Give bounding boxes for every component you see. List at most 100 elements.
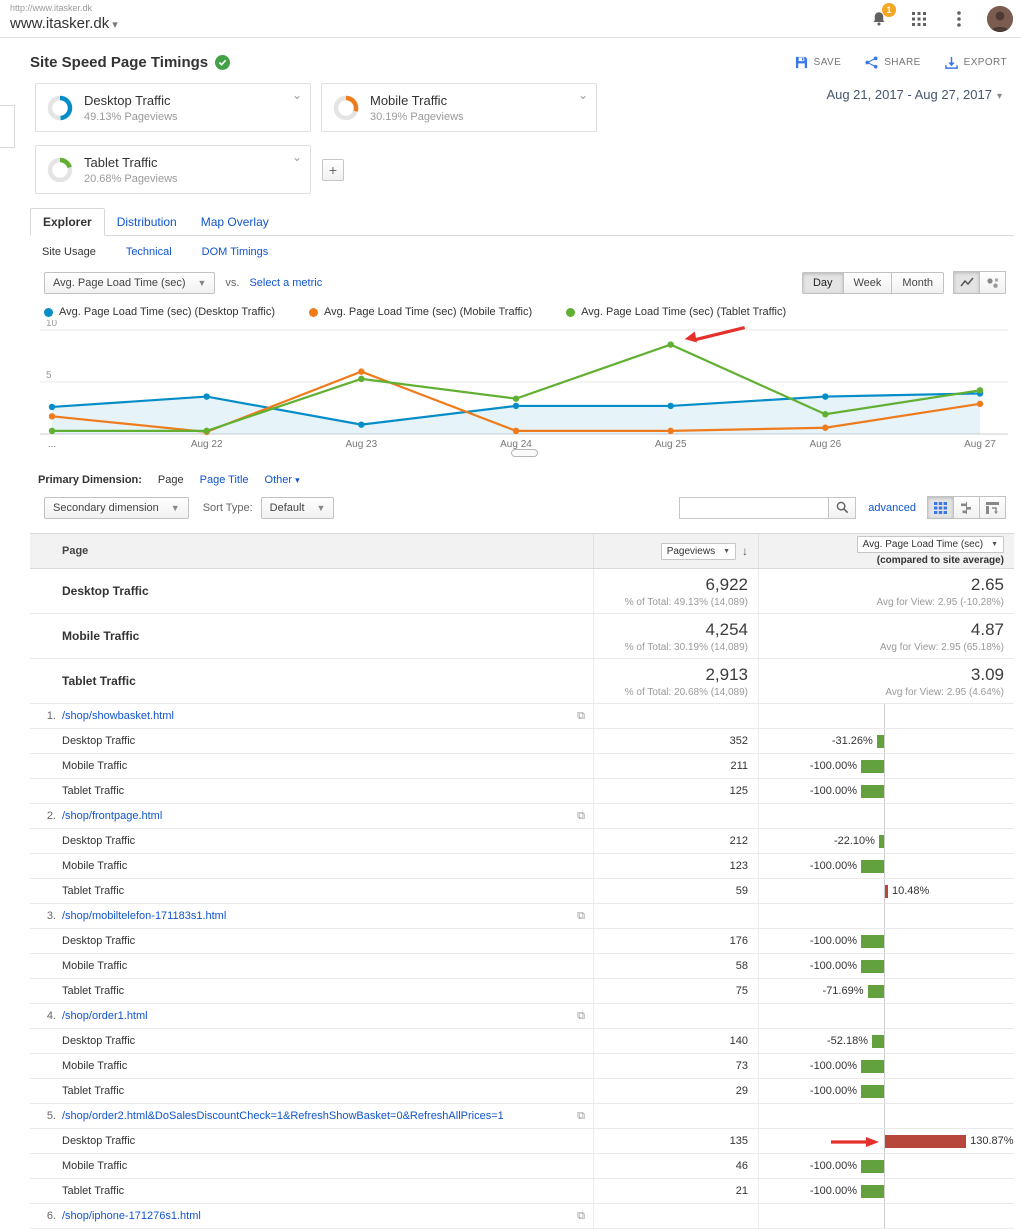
open-in-new-window-icon[interactable]: ⧉ — [577, 709, 585, 722]
open-in-new-window-icon[interactable]: ⧉ — [577, 909, 585, 922]
account-name: www.itasker.dk — [10, 15, 110, 32]
segment-card-tablet[interactable]: Tablet Traffic 20.68% Pageviews ⌄ — [35, 145, 311, 194]
export-button[interactable]: EXPORT — [944, 56, 1007, 69]
download-icon — [944, 56, 958, 69]
delta-label: 130.87% — [970, 1135, 1014, 1147]
select-metric-link[interactable]: Select a metric — [249, 276, 323, 289]
sort-type-dropdown[interactable]: Default ▼ — [260, 496, 335, 519]
data-view-button[interactable] — [927, 496, 954, 519]
zero-axis-line — [884, 854, 885, 878]
dimension-other[interactable]: Other ▾ — [264, 474, 300, 486]
chevron-down-icon[interactable]: ⌄ — [291, 88, 302, 102]
zero-axis-line — [884, 1079, 885, 1103]
open-in-new-window-icon[interactable]: ⧉ — [577, 1009, 585, 1022]
line-chart-button[interactable] — [953, 271, 980, 294]
page-link[interactable]: /shop/order1.html — [62, 1010, 148, 1022]
zero-axis-line — [884, 779, 885, 803]
metric-dropdown[interactable]: Avg. Page Load Time (sec) ▼ — [44, 271, 216, 294]
date-range-selector[interactable]: Aug 21, 2017 - Aug 27, 2017 ▾ — [826, 87, 1002, 102]
legend-item: Avg. Page Load Time (sec) (Desktop Traff… — [44, 306, 275, 318]
page-link[interactable]: /shop/frontpage.html — [62, 810, 163, 822]
segment-card-desktop[interactable]: Desktop Traffic 49.13% Pageviews ⌄ — [35, 83, 311, 132]
delta-label: -100.00% — [809, 760, 857, 772]
delta-bar-negative — [861, 1160, 884, 1173]
chevron-down-icon[interactable]: ⌄ — [291, 150, 302, 164]
page-link[interactable]: /shop/order2.html&DoSalesDiscountCheck=1… — [62, 1110, 504, 1122]
dimension-page[interactable]: Page — [157, 474, 184, 486]
svg-text:Aug 23: Aug 23 — [345, 439, 377, 450]
add-segment-button[interactable]: + — [322, 159, 344, 181]
timeline-scrubber[interactable] — [511, 449, 538, 457]
secondary-dimension-dropdown[interactable]: Secondary dimension ▼ — [44, 496, 189, 519]
pageviews-value: 125 — [593, 779, 758, 803]
open-in-new-window-icon[interactable]: ⧉ — [577, 809, 585, 822]
segment-donut-icon — [46, 156, 74, 189]
segment-name: Mobile Traffic — [62, 760, 128, 772]
advanced-search-link[interactable]: advanced — [868, 501, 916, 514]
motion-chart-button[interactable] — [979, 271, 1006, 294]
pageviews-column-dropdown[interactable]: Pageviews ▼ — [660, 542, 736, 560]
granularity-week[interactable]: Week — [842, 271, 893, 294]
summary-avg: 2.65 — [970, 574, 1004, 594]
chart-legend: Avg. Page Load Time (sec) (Desktop Traff… — [30, 294, 1014, 320]
zero-axis-line — [884, 1029, 885, 1053]
notifications-button[interactable]: 1 — [867, 3, 896, 31]
caret-down-icon: ▼ — [723, 547, 730, 555]
page-link[interactable]: /shop/iphone-171276s1.html — [62, 1210, 201, 1222]
subtab-site-usage[interactable]: Site Usage — [42, 246, 96, 258]
pivot-view-button[interactable] — [979, 496, 1006, 519]
segment-name: Mobile Traffic — [62, 960, 128, 972]
metric-column-dropdown[interactable]: Avg. Page Load Time (sec) ▼ — [856, 536, 1004, 553]
kebab-menu-icon — [957, 11, 961, 27]
table-body: 1. /shop/showbasket.html ⧉ Desktop Traffic 3… — [30, 704, 1014, 1229]
caret-down-icon: ▼ — [991, 541, 998, 548]
timeseries-chart[interactable]: 5 10... Aug 22 Aug 23 Aug 24 Aug 25 Aug 26 Aug … — [36, 318, 1014, 462]
share-button[interactable]: SHARE — [865, 56, 920, 69]
legend-item: Avg. Page Load Time (sec) (Mobile Traffi… — [309, 306, 532, 318]
subtab-technical[interactable]: Technical — [125, 246, 172, 258]
tab-distribution[interactable]: Distribution — [116, 215, 177, 229]
primary-dimension-label: Primary Dimension: — [38, 474, 142, 486]
delta-bar-negative — [861, 960, 884, 973]
summary-row-tablet: Tablet Traffic 2,913 % of Total: 20.68% … — [30, 659, 1014, 704]
chevron-down-icon[interactable]: ⌄ — [577, 88, 588, 102]
segment-card-mobile[interactable]: Mobile Traffic 30.19% Pageviews ⌄ — [321, 83, 597, 132]
segment-name: Desktop Traffic — [62, 735, 136, 747]
date-range-value: Aug 21, 2017 - Aug 27, 2017 — [826, 87, 992, 102]
sort-direction-icon[interactable]: ↓ — [742, 544, 748, 558]
open-in-new-window-icon[interactable]: ⧉ — [577, 1209, 585, 1222]
segment-name: Tablet Traffic — [84, 155, 158, 170]
apps-grid-button[interactable] — [907, 7, 931, 31]
summary-segment-name: Desktop Traffic — [62, 584, 149, 598]
account-selector[interactable]: www.itasker.dk ▾ — [10, 15, 118, 32]
column-header-page[interactable]: Page — [62, 545, 89, 557]
dimension-page-title[interactable]: Page Title — [199, 474, 249, 486]
table-row-segment: Tablet Traffic 75 -71.69% — [30, 979, 1014, 1004]
pageviews-value: 29 — [593, 1079, 758, 1103]
tab-map-overlay[interactable]: Map Overlay — [200, 215, 269, 229]
pageviews-value: 46 — [593, 1154, 758, 1178]
granularity-month[interactable]: Month — [891, 271, 944, 294]
tab-explorer[interactable]: Explorer — [30, 208, 105, 236]
search-button[interactable] — [829, 496, 857, 519]
subtab-dom-timings[interactable]: DOM Timings — [201, 246, 269, 258]
more-options-button[interactable] — [947, 7, 971, 31]
svg-text:Aug 24: Aug 24 — [500, 439, 532, 450]
granularity-day[interactable]: Day — [801, 271, 844, 294]
segment-name: Desktop Traffic — [62, 1035, 136, 1047]
line-chart-icon — [959, 277, 974, 287]
table-search-input[interactable] — [679, 496, 830, 519]
caret-down-icon: ▼ — [197, 277, 207, 288]
table-row-page: 2. /shop/frontpage.html ⧉ — [30, 804, 1014, 829]
delta-bar-positive — [885, 1135, 967, 1148]
sort-type-label: Sort Type: — [202, 501, 253, 514]
verified-check-icon — [215, 55, 231, 70]
avatar[interactable] — [987, 6, 1013, 32]
page-link[interactable]: /shop/mobiltelefon-171183s1.html — [62, 910, 227, 922]
page-link[interactable]: /shop/showbasket.html — [62, 710, 174, 722]
comparison-view-button[interactable] — [953, 496, 980, 519]
save-button[interactable]: SAVE — [795, 56, 842, 69]
legend-label: Avg. Page Load Time (sec) (Mobile Traffi… — [324, 306, 533, 318]
zero-axis-line — [884, 729, 885, 753]
open-in-new-window-icon[interactable]: ⧉ — [577, 1109, 585, 1122]
